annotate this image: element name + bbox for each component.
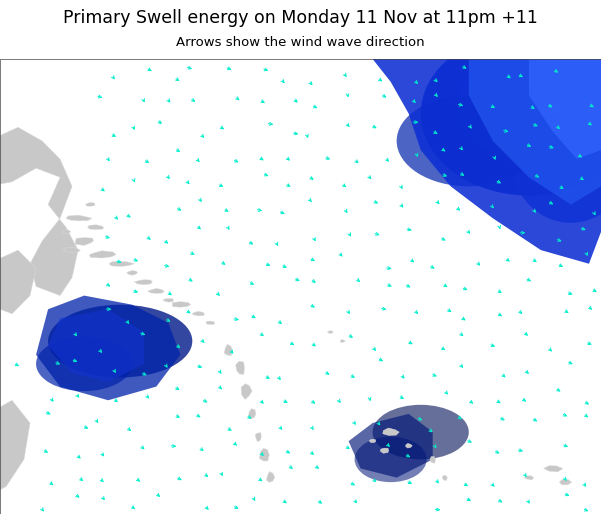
Polygon shape xyxy=(373,59,601,264)
Ellipse shape xyxy=(421,32,601,195)
Ellipse shape xyxy=(457,46,601,163)
Polygon shape xyxy=(406,444,412,448)
Polygon shape xyxy=(90,251,116,258)
Polygon shape xyxy=(0,127,78,296)
Ellipse shape xyxy=(478,61,601,148)
Ellipse shape xyxy=(36,337,132,391)
Polygon shape xyxy=(163,299,173,302)
Ellipse shape xyxy=(48,305,192,377)
Ellipse shape xyxy=(511,96,601,223)
Polygon shape xyxy=(148,288,164,293)
Polygon shape xyxy=(86,203,95,206)
Polygon shape xyxy=(0,250,36,314)
Polygon shape xyxy=(370,439,376,443)
Ellipse shape xyxy=(355,437,427,482)
Ellipse shape xyxy=(488,68,593,141)
Polygon shape xyxy=(328,331,334,334)
Polygon shape xyxy=(36,296,180,400)
Polygon shape xyxy=(255,433,261,442)
Polygon shape xyxy=(340,340,346,343)
Polygon shape xyxy=(48,309,144,382)
Polygon shape xyxy=(236,361,245,375)
Ellipse shape xyxy=(468,53,601,155)
Polygon shape xyxy=(349,414,433,478)
Polygon shape xyxy=(543,466,563,472)
Polygon shape xyxy=(469,59,601,205)
Polygon shape xyxy=(134,280,153,285)
Text: Primary Swell energy on Monday 11 Nov at 11pm +11: Primary Swell energy on Monday 11 Nov at… xyxy=(63,9,538,27)
Polygon shape xyxy=(206,321,215,325)
Polygon shape xyxy=(560,480,572,485)
Polygon shape xyxy=(63,230,71,234)
Ellipse shape xyxy=(373,405,469,460)
Polygon shape xyxy=(383,428,399,435)
Ellipse shape xyxy=(436,32,601,177)
Polygon shape xyxy=(127,270,138,276)
Polygon shape xyxy=(248,409,256,419)
Polygon shape xyxy=(524,476,534,480)
Polygon shape xyxy=(266,471,275,483)
Polygon shape xyxy=(0,400,30,496)
Polygon shape xyxy=(380,448,389,453)
Ellipse shape xyxy=(499,76,583,134)
Ellipse shape xyxy=(446,39,601,170)
Polygon shape xyxy=(224,344,233,356)
Polygon shape xyxy=(442,475,447,481)
Polygon shape xyxy=(260,448,269,461)
Polygon shape xyxy=(529,59,601,159)
Ellipse shape xyxy=(509,83,572,126)
Text: Arrows show the wind wave direction: Arrows show the wind wave direction xyxy=(176,36,425,49)
Polygon shape xyxy=(88,225,104,229)
Polygon shape xyxy=(63,247,81,253)
Polygon shape xyxy=(241,383,252,399)
Polygon shape xyxy=(172,302,191,307)
Polygon shape xyxy=(66,215,92,221)
Polygon shape xyxy=(109,261,135,266)
Polygon shape xyxy=(192,311,204,316)
Polygon shape xyxy=(430,456,436,463)
Ellipse shape xyxy=(397,96,541,187)
Polygon shape xyxy=(75,237,93,245)
